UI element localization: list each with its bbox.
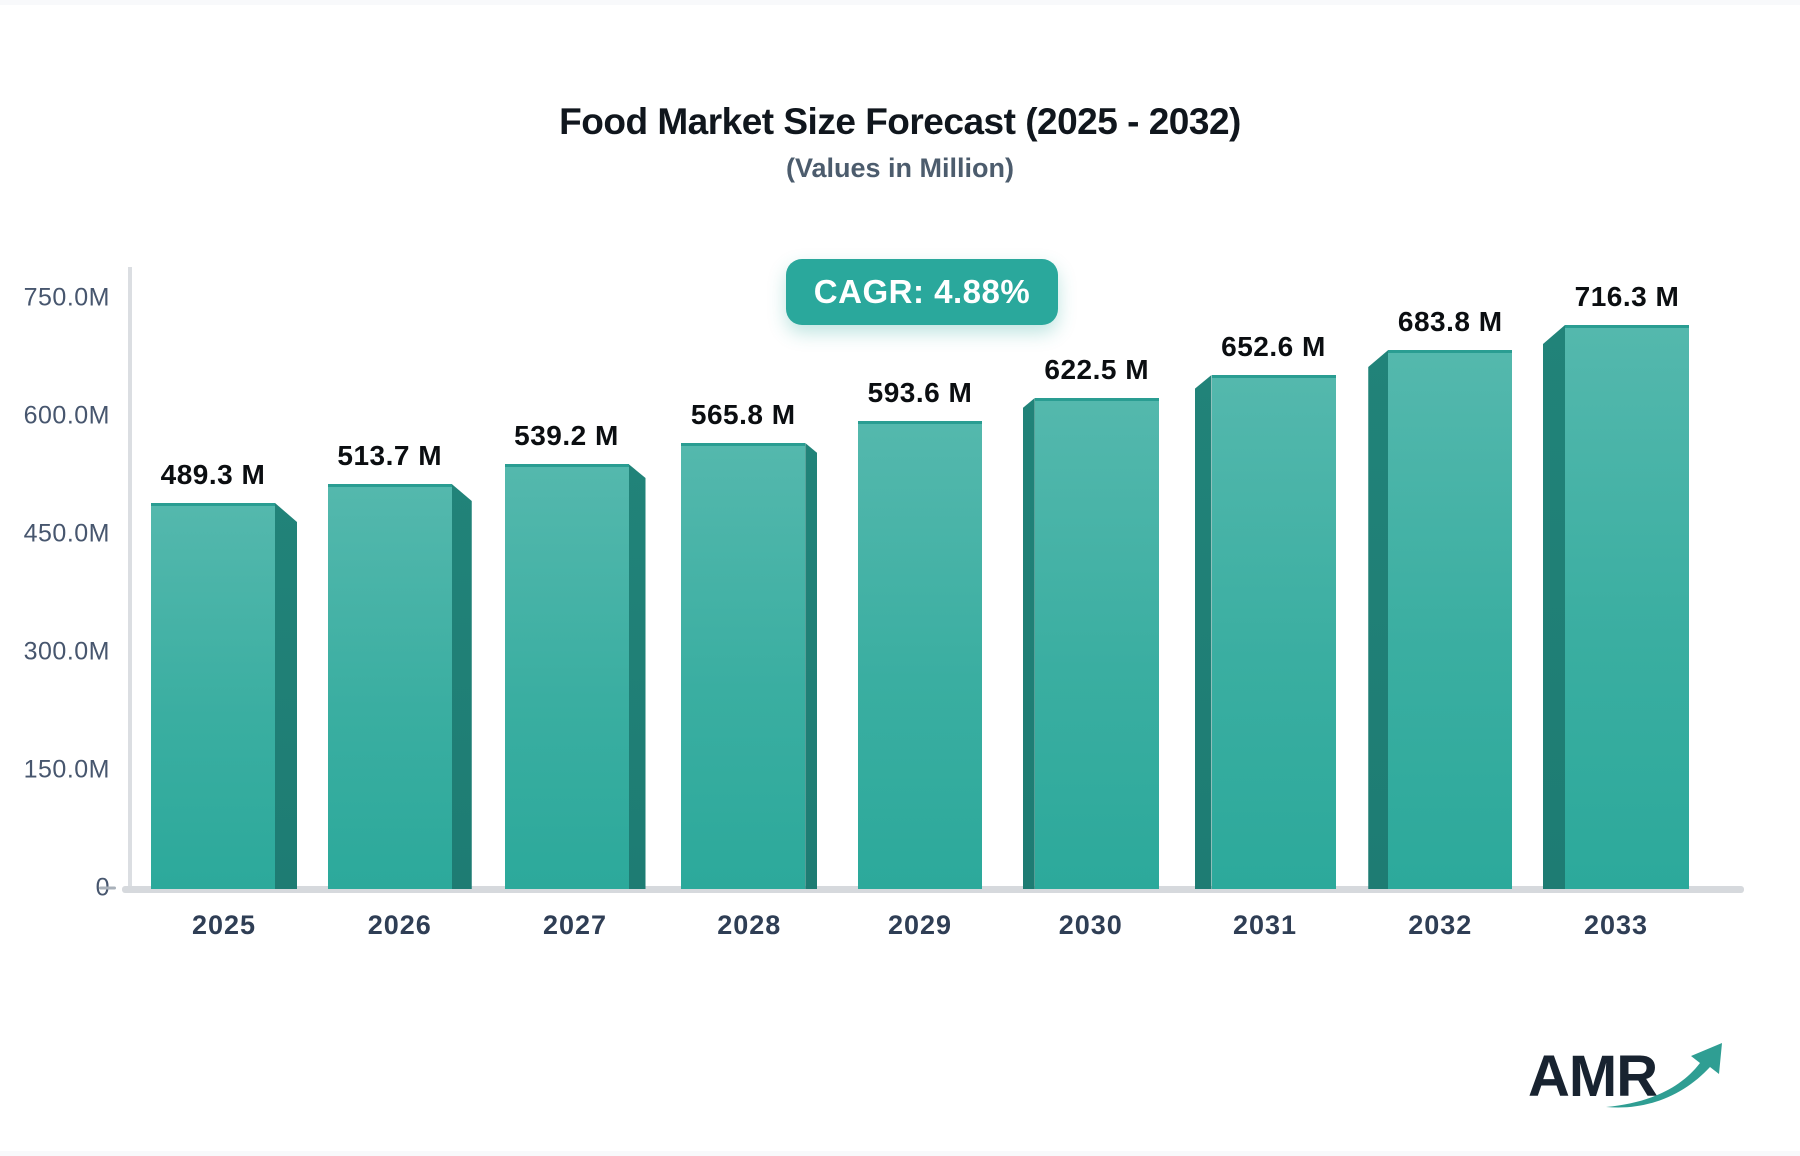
bar-value-label: 652.6 M bbox=[1221, 331, 1326, 362]
chart-subtitle: (Values in Million) bbox=[785, 153, 1015, 183]
y-axis-tick-label: 750.0M bbox=[23, 283, 110, 312]
bar-2030-3d-side bbox=[1022, 398, 1035, 889]
bar-2033-3d-side bbox=[1543, 325, 1565, 889]
bar-value-label: 565.8 M bbox=[690, 399, 796, 430]
bar-value-label: 593.6 M bbox=[867, 377, 973, 408]
bar-2033 bbox=[1565, 325, 1689, 889]
bar-2025 bbox=[151, 503, 275, 889]
x-axis-baseline bbox=[122, 886, 1744, 893]
x-axis-tick-label: 2031 bbox=[1232, 910, 1298, 940]
bar-2027 bbox=[504, 464, 629, 889]
x-axis-tick-label: 2033 bbox=[1583, 910, 1649, 940]
x-axis-tick-label: 2028 bbox=[717, 910, 782, 940]
bar-2031-3d-side bbox=[1194, 375, 1212, 889]
cagr-badge-label: CAGR: 4.88% bbox=[813, 273, 1031, 310]
bar-2031 bbox=[1211, 375, 1336, 889]
y-axis-tick-label: 450.0M bbox=[23, 519, 110, 548]
bar-2028 bbox=[681, 443, 806, 889]
bar-2029 bbox=[858, 421, 982, 889]
x-axis-tick-label: 2030 bbox=[1058, 910, 1123, 940]
bar-value-label: 716.3 M bbox=[1574, 281, 1680, 312]
bar-2028-3d-side bbox=[805, 443, 818, 889]
x-axis-tick-label: 2029 bbox=[887, 910, 953, 940]
bar-value-label: 489.3 M bbox=[160, 459, 266, 490]
amr-logo: AMR bbox=[1528, 1035, 1738, 1125]
zero-tick-dash bbox=[99, 886, 116, 890]
y-axis-line bbox=[128, 267, 132, 889]
bar-2026 bbox=[327, 484, 452, 889]
y-axis-tick-label: 150.0M bbox=[23, 755, 110, 784]
bar-value-label: 513.7 M bbox=[337, 440, 443, 471]
x-axis-tick-label: 2027 bbox=[542, 910, 608, 940]
bar-2030 bbox=[1034, 398, 1159, 889]
chart-card: Food Market Size Forecast (2025 - 2032) … bbox=[0, 5, 1800, 1151]
x-axis-tick-label: 2032 bbox=[1408, 910, 1473, 940]
chart-title: Food Market Size Forecast (2025 - 2032) bbox=[559, 101, 1241, 142]
x-axis-tick-label: 2025 bbox=[191, 910, 257, 940]
bar-2025-3d-side bbox=[275, 503, 297, 889]
bar-value-label: 622.5 M bbox=[1044, 354, 1150, 385]
y-axis-tick-label: 600.0M bbox=[23, 401, 110, 430]
amr-logo-text: AMR bbox=[1528, 1044, 1658, 1109]
bar-2026-3d-side bbox=[451, 484, 472, 889]
bar-value-label: 539.2 M bbox=[514, 420, 619, 451]
cagr-badge: CAGR: 4.88% bbox=[786, 259, 1058, 325]
x-axis-tick-label: 2026 bbox=[367, 910, 432, 940]
y-axis-tick-label: 0 bbox=[0, 874, 110, 903]
bar-value-label: 683.8 M bbox=[1397, 306, 1503, 337]
y-axis-tick-label: 300.0M bbox=[23, 637, 110, 666]
growth-arrow-icon bbox=[1606, 1043, 1722, 1108]
bar-2032 bbox=[1388, 350, 1513, 889]
bar-2027-3d-side bbox=[628, 464, 646, 889]
bar-2032-3d-side bbox=[1368, 350, 1389, 889]
